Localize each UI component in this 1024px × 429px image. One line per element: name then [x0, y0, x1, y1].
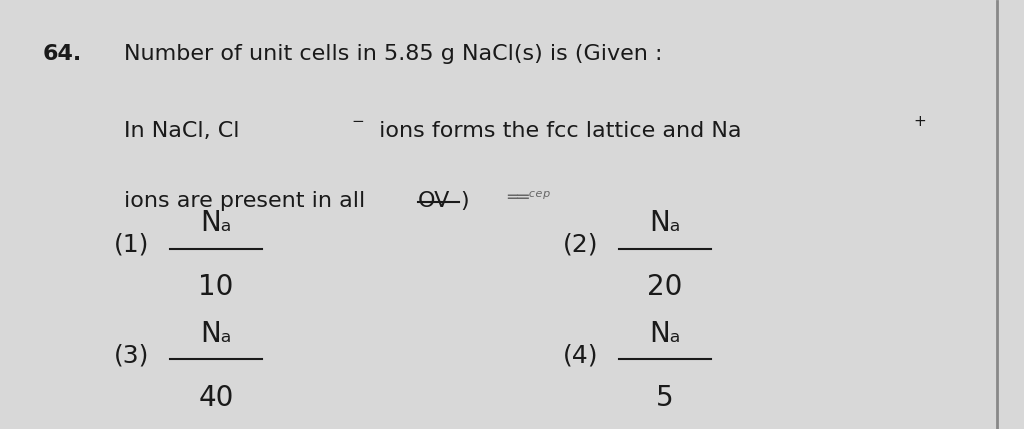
- Text: OV: OV: [418, 191, 451, 211]
- Text: Nₐ: Nₐ: [649, 320, 681, 348]
- Text: 64.: 64.: [42, 44, 82, 64]
- Text: ): ): [460, 191, 469, 211]
- Text: (2): (2): [563, 233, 599, 257]
- Text: ions are present in all: ions are present in all: [124, 191, 373, 211]
- Text: (4): (4): [563, 343, 599, 367]
- Text: 20: 20: [647, 273, 683, 301]
- Text: 40: 40: [199, 384, 233, 412]
- Text: 5: 5: [656, 384, 674, 412]
- Text: In NaCl, Cl: In NaCl, Cl: [124, 121, 240, 141]
- Text: Nₐ: Nₐ: [649, 209, 681, 237]
- Text: Nₐ: Nₐ: [200, 320, 231, 348]
- Text: −: −: [351, 115, 365, 129]
- Text: Nₐ: Nₐ: [200, 209, 231, 237]
- Text: Number of unit cells in 5.85 g NaCl(s) is (Given :: Number of unit cells in 5.85 g NaCl(s) i…: [124, 44, 663, 64]
- Text: ions forms the fcc lattice and Na: ions forms the fcc lattice and Na: [372, 121, 741, 141]
- Text: (3): (3): [114, 343, 150, 367]
- Text: +: +: [913, 115, 926, 129]
- Text: (1): (1): [114, 233, 150, 257]
- Text: ══ᶜᵉᵖ: ══ᶜᵉᵖ: [507, 189, 551, 207]
- Text: 10: 10: [199, 273, 233, 301]
